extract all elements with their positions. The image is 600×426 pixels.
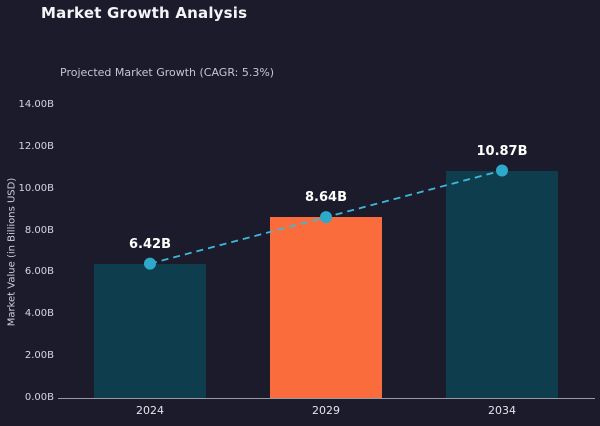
x-axis-line [58, 398, 595, 399]
x-tick-label: 2034 [488, 404, 516, 417]
y-tick-label: 0.00B [24, 392, 54, 403]
bar-2024 [94, 263, 206, 398]
bar-2029 [270, 217, 382, 398]
y-axis-label: Market Value (in Billions USD) [6, 177, 18, 327]
bar-2034 [446, 170, 558, 398]
y-tick-label: 6.00B [24, 266, 54, 278]
y-tick-label: 4.00B [24, 308, 54, 320]
chart-subtitle: Projected Market Growth (CAGR: 5.3%) [60, 66, 275, 79]
y-tick-label: 12.00B [18, 140, 55, 152]
data-label: 6.42B [129, 236, 171, 252]
data-label: 8.64B [305, 190, 347, 206]
y-tick-label: 2.00B [24, 350, 54, 362]
chart-title: Market Growth Analysis [41, 4, 248, 22]
data-label: 10.87B [476, 143, 528, 159]
y-tick-label: 14.00B [18, 99, 55, 110]
y-tick-label: 8.00B [24, 224, 54, 236]
x-tick-label: 2024 [136, 404, 164, 417]
y-tick-label: 10.00B [18, 182, 55, 194]
x-tick-label: 2029 [312, 404, 340, 417]
